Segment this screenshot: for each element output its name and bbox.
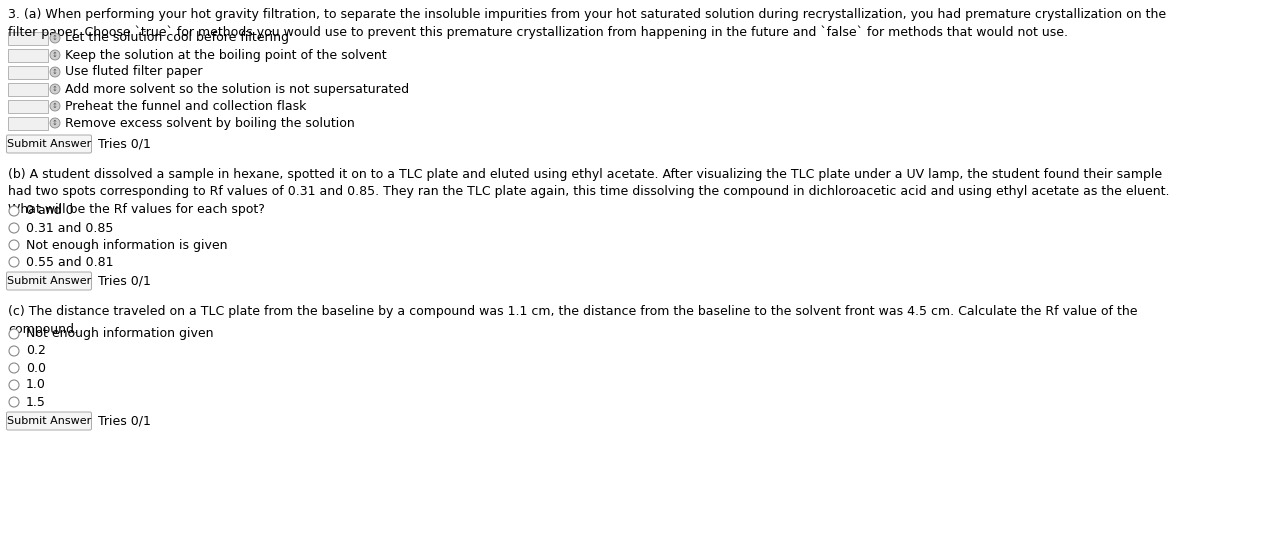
Text: Add more solvent so the solution is not supersaturated: Add more solvent so the solution is not … (65, 82, 410, 96)
Text: Remove excess solvent by boiling the solution: Remove excess solvent by boiling the sol… (65, 116, 355, 129)
Text: (c) The distance traveled on a TLC plate from the baseline by a compound was 1.1: (c) The distance traveled on a TLC plate… (8, 305, 1138, 335)
Text: 0 and 0: 0 and 0 (26, 204, 74, 217)
Circle shape (50, 33, 60, 43)
Text: ↕: ↕ (52, 69, 58, 75)
Text: 1.5: 1.5 (26, 395, 46, 408)
Text: Let the solution cool before filtering: Let the solution cool before filtering (65, 31, 289, 44)
FancyBboxPatch shape (8, 49, 49, 62)
Text: 1.0: 1.0 (26, 379, 46, 391)
Text: Preheat the funnel and collection flask: Preheat the funnel and collection flask (65, 100, 306, 113)
Text: 0.2: 0.2 (26, 344, 46, 357)
Text: 0.55 and 0.81: 0.55 and 0.81 (26, 255, 114, 268)
Text: Submit Answer: Submit Answer (6, 416, 91, 426)
Text: Submit Answer: Submit Answer (6, 276, 91, 286)
Text: ↕: ↕ (52, 120, 58, 126)
Text: Tries 0/1: Tries 0/1 (99, 138, 151, 151)
FancyBboxPatch shape (8, 100, 49, 113)
FancyBboxPatch shape (8, 66, 49, 78)
Circle shape (9, 363, 19, 373)
Text: ↕: ↕ (52, 103, 58, 109)
Text: ↕: ↕ (52, 86, 58, 92)
FancyBboxPatch shape (6, 272, 91, 290)
FancyBboxPatch shape (6, 412, 91, 430)
Text: 0.0: 0.0 (26, 362, 46, 375)
FancyBboxPatch shape (6, 135, 91, 153)
Circle shape (9, 223, 19, 233)
Circle shape (9, 257, 19, 267)
Text: Not enough information given: Not enough information given (26, 328, 214, 340)
Circle shape (50, 84, 60, 94)
Text: Submit Answer: Submit Answer (6, 139, 91, 149)
Text: Tries 0/1: Tries 0/1 (99, 414, 151, 427)
Circle shape (9, 206, 19, 216)
FancyBboxPatch shape (8, 31, 49, 44)
Circle shape (9, 240, 19, 250)
Text: Tries 0/1: Tries 0/1 (99, 274, 151, 287)
Circle shape (9, 380, 19, 390)
Circle shape (50, 101, 60, 111)
FancyBboxPatch shape (8, 82, 49, 96)
Text: Use fluted filter paper: Use fluted filter paper (65, 66, 202, 78)
Circle shape (9, 329, 19, 339)
Text: 3. (a) When performing your hot gravity filtration, to separate the insoluble im: 3. (a) When performing your hot gravity … (8, 8, 1166, 39)
Text: (b) A student dissolved a sample in hexane, spotted it on to a TLC plate and elu: (b) A student dissolved a sample in hexa… (8, 168, 1170, 216)
Circle shape (9, 346, 19, 356)
Text: ↕: ↕ (52, 52, 58, 58)
Text: ↕: ↕ (52, 35, 58, 41)
Circle shape (50, 118, 60, 128)
Text: Not enough information is given: Not enough information is given (26, 239, 228, 251)
Text: Keep the solution at the boiling point of the solvent: Keep the solution at the boiling point o… (65, 49, 387, 62)
Circle shape (50, 50, 60, 60)
Circle shape (9, 397, 19, 407)
FancyBboxPatch shape (8, 116, 49, 129)
Text: 0.31 and 0.85: 0.31 and 0.85 (26, 222, 114, 235)
Circle shape (50, 67, 60, 77)
